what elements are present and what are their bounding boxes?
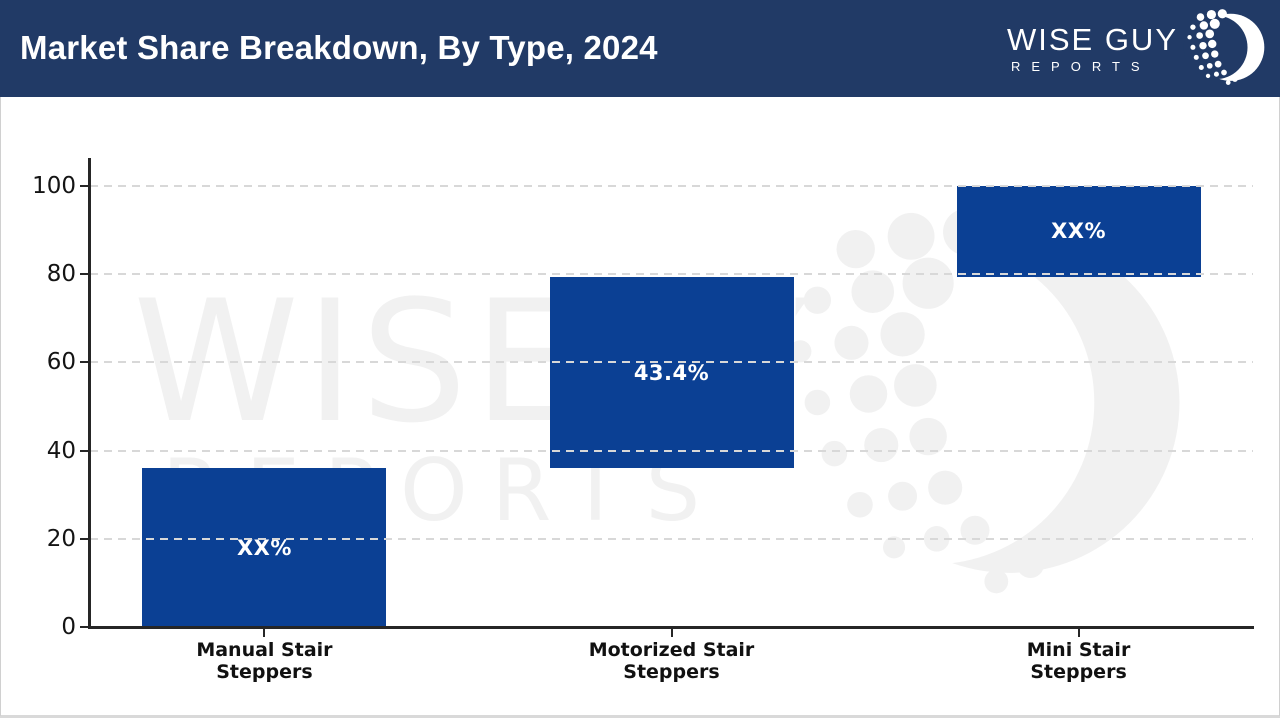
y-tick-label: 20 xyxy=(46,525,76,552)
y-tick xyxy=(80,626,89,628)
wise-guy-logo: WISE GUY REPORTS xyxy=(1007,7,1268,91)
logo-name: WISE GUY xyxy=(1006,21,1178,57)
y-tick xyxy=(80,185,89,187)
x-tick xyxy=(670,629,673,637)
y-tick xyxy=(80,361,89,364)
x-axis-line xyxy=(88,626,1254,629)
category-label: Mini Stair Steppers xyxy=(1026,639,1131,683)
x-tick xyxy=(263,629,266,637)
y-tick xyxy=(80,449,89,452)
header: Market Share Breakdown, By Type, 2024 WI… xyxy=(0,0,1280,97)
bar-motorized-stair-steppers: 43.4% xyxy=(549,276,794,469)
y-tick-label: 0 xyxy=(61,614,76,640)
gridline xyxy=(90,185,1253,187)
y-tick-label: 40 xyxy=(46,437,76,464)
y-tick-label: 60 xyxy=(46,349,76,376)
y-tick-label: 100 xyxy=(32,173,76,199)
logo-face-icon xyxy=(1183,8,1265,85)
category-label: Motorized Stair Steppers xyxy=(588,639,755,683)
gridline xyxy=(90,449,1253,452)
gridline xyxy=(90,273,1253,276)
gridline xyxy=(90,537,1253,540)
bar-value-label: XX% xyxy=(1051,219,1107,244)
bar-value-label: 43.4% xyxy=(633,360,710,385)
left-border-line xyxy=(0,97,1,716)
watermark-face-icon xyxy=(770,208,1180,594)
gridline xyxy=(90,361,1253,364)
bar-manual-stair-steppers: XX% xyxy=(142,468,387,627)
logo-text: WISE GUY REPORTS xyxy=(1007,24,1178,74)
y-tick xyxy=(80,273,89,276)
y-tick-label: 80 xyxy=(46,261,76,288)
page-title: Market Share Breakdown, By Type, 2024 xyxy=(20,29,658,67)
x-tick xyxy=(1077,629,1080,637)
y-tick xyxy=(80,537,89,540)
bar-mini-stair-steppers: XX% xyxy=(956,186,1201,277)
logo-tagline: REPORTS xyxy=(1010,58,1151,74)
category-label: Manual Stair Steppers xyxy=(196,639,333,683)
y-axis-line xyxy=(88,158,91,629)
bottom-border-line xyxy=(0,715,1280,718)
